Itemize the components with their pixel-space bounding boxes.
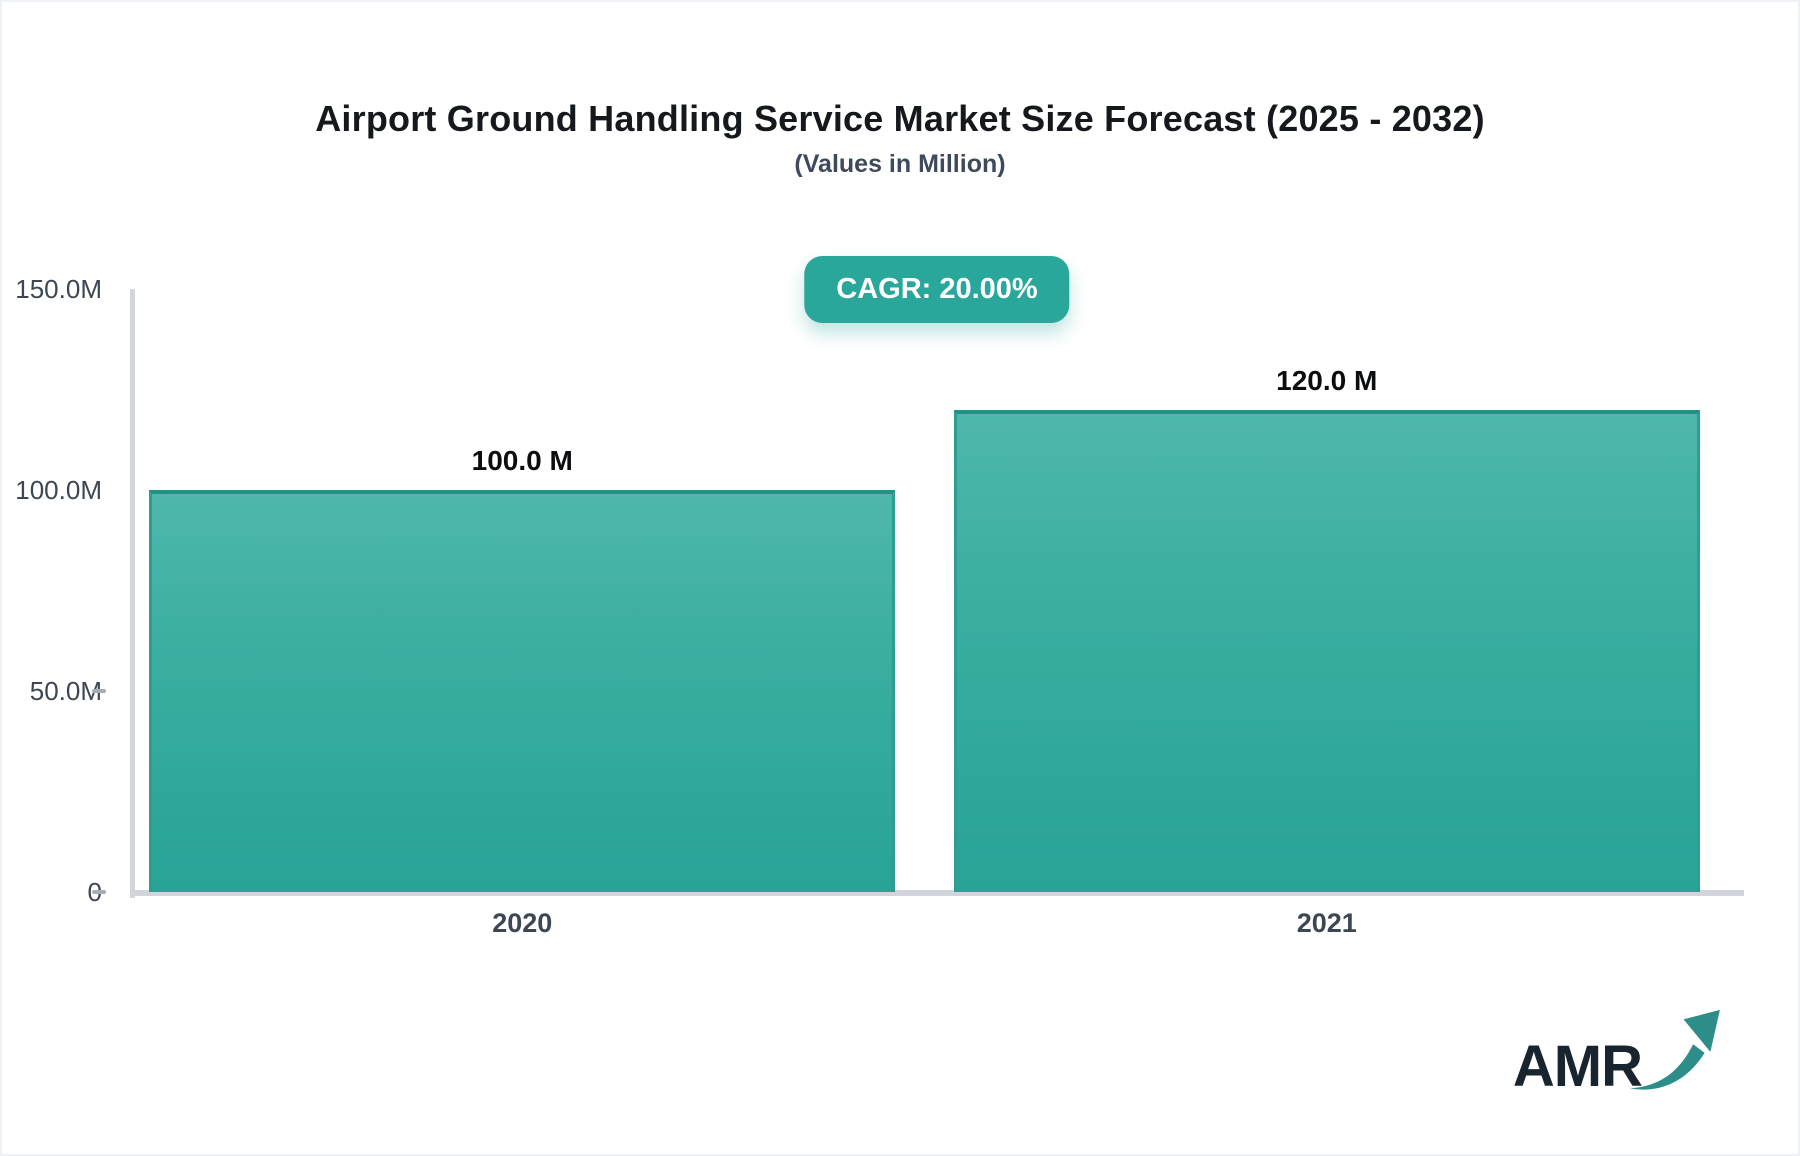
- bar-value-label: 120.0 M: [1276, 364, 1378, 396]
- amr-logo: AMR: [1513, 1006, 1720, 1096]
- chart-subtitle: (Values in Million): [794, 150, 1006, 178]
- y-tick-label: 150.0M: [15, 274, 102, 304]
- amr-logo-text: AMR: [1512, 1034, 1643, 1099]
- cagr-badge: CAGR: 20.00%: [804, 256, 1070, 323]
- x-tick-label: 2020: [492, 908, 553, 938]
- bar-value-label: 100.0 M: [471, 445, 573, 476]
- chart-title: Airport Ground Handling Service Market S…: [315, 98, 1485, 139]
- y-tick-mark: [92, 689, 106, 693]
- y-tick-label: 100.0M: [15, 475, 102, 505]
- y-tick-mark: [92, 890, 106, 894]
- bar-2021[interactable]: [953, 409, 1700, 892]
- x-axis-line: [130, 890, 1744, 896]
- y-axis-line: [130, 289, 135, 898]
- x-tick-label: 2021: [1296, 908, 1357, 938]
- y-tick-label: 50.0M: [29, 676, 102, 706]
- bar-2020[interactable]: [149, 490, 896, 892]
- growth-arrow-icon: [1630, 1009, 1720, 1090]
- y-tick-label: 0: [2, 876, 102, 908]
